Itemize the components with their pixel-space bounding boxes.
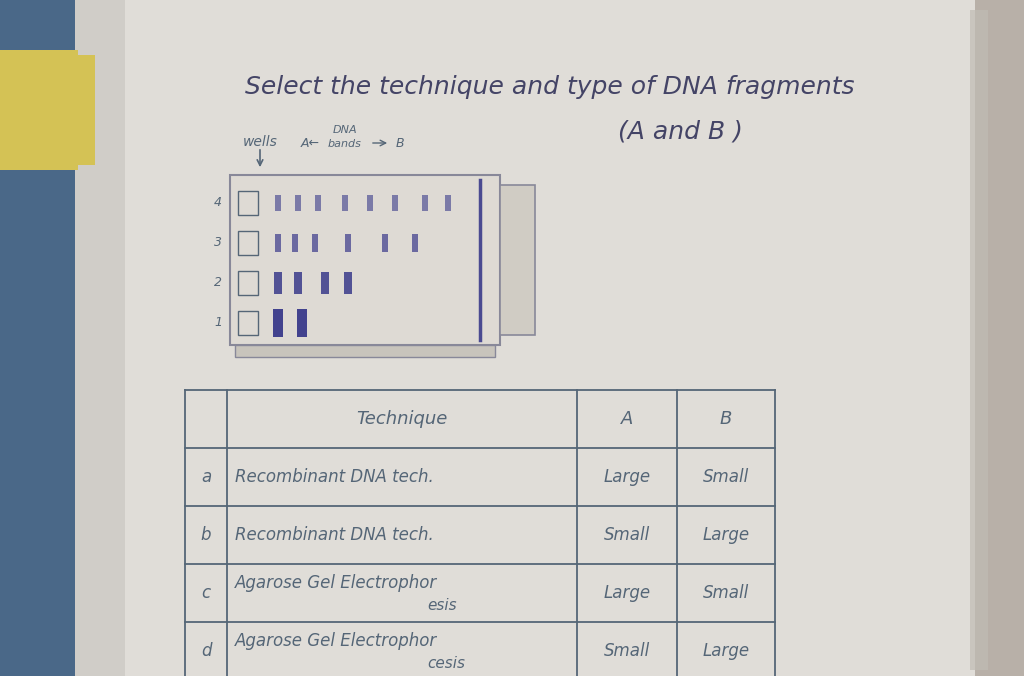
- Text: c: c: [202, 584, 211, 602]
- Bar: [238, 191, 258, 215]
- Text: a: a: [201, 468, 211, 486]
- Bar: [412, 234, 418, 252]
- Text: esis: esis: [427, 598, 457, 612]
- Bar: [970, 10, 988, 670]
- Text: Small: Small: [604, 526, 650, 544]
- Text: 1: 1: [214, 316, 222, 329]
- Text: B: B: [720, 410, 732, 428]
- Text: 2: 2: [214, 276, 222, 289]
- Text: d: d: [201, 642, 211, 660]
- Bar: [238, 231, 258, 255]
- Text: Large: Large: [603, 468, 650, 486]
- Bar: [312, 234, 318, 252]
- Bar: [315, 195, 321, 211]
- Bar: [382, 234, 388, 252]
- Text: Agarose Gel Electrophor: Agarose Gel Electrophor: [234, 574, 437, 592]
- Text: Small: Small: [604, 642, 650, 660]
- Bar: [275, 195, 281, 211]
- Bar: [292, 234, 298, 252]
- Bar: [295, 195, 301, 211]
- Bar: [75, 0, 975, 676]
- Text: Small: Small: [702, 584, 750, 602]
- Bar: [274, 272, 282, 294]
- Bar: [230, 175, 500, 345]
- Text: DNA: DNA: [333, 125, 357, 135]
- Bar: [238, 271, 258, 295]
- Bar: [342, 195, 348, 211]
- Bar: [344, 272, 352, 294]
- Text: Large: Large: [603, 584, 650, 602]
- Text: Large: Large: [702, 642, 750, 660]
- Text: Recombinant DNA tech.: Recombinant DNA tech.: [234, 526, 434, 544]
- Bar: [297, 309, 307, 337]
- Bar: [234, 345, 495, 357]
- Text: bands: bands: [328, 139, 361, 149]
- Bar: [368, 195, 373, 211]
- Bar: [322, 272, 329, 294]
- Bar: [294, 272, 302, 294]
- Bar: [0, 0, 75, 676]
- Bar: [238, 311, 258, 335]
- Bar: [273, 309, 283, 337]
- Bar: [40, 55, 95, 165]
- Text: (A and B ): (A and B ): [617, 120, 742, 144]
- Text: b: b: [201, 526, 211, 544]
- Text: Small: Small: [702, 468, 750, 486]
- Text: wells: wells: [243, 135, 278, 149]
- Bar: [274, 234, 282, 252]
- Text: Large: Large: [702, 526, 750, 544]
- Bar: [345, 234, 351, 252]
- Text: Technique: Technique: [356, 410, 447, 428]
- Text: 3: 3: [214, 237, 222, 249]
- Bar: [422, 195, 428, 211]
- Text: Recombinant DNA tech.: Recombinant DNA tech.: [234, 468, 434, 486]
- Text: Agarose Gel Electrophor: Agarose Gel Electrophor: [234, 632, 437, 650]
- Text: B: B: [395, 137, 404, 150]
- Text: A←: A←: [300, 137, 319, 150]
- Text: Select the technique and type of DNA fragments: Select the technique and type of DNA fra…: [246, 75, 855, 99]
- Bar: [445, 195, 451, 211]
- Bar: [75, 0, 125, 676]
- Bar: [392, 195, 397, 211]
- Text: 4: 4: [214, 197, 222, 210]
- Bar: [500, 185, 535, 335]
- Text: cesis: cesis: [427, 656, 465, 671]
- Text: A: A: [621, 410, 633, 428]
- Bar: [0, 50, 78, 170]
